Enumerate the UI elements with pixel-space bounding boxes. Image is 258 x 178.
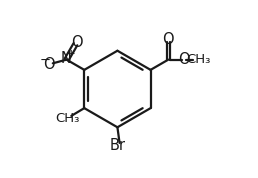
Text: −: − (40, 54, 51, 67)
Text: O: O (163, 32, 174, 47)
Text: O: O (71, 35, 82, 50)
Text: CH₃: CH₃ (55, 112, 80, 125)
Text: O: O (43, 57, 55, 72)
Text: +: + (67, 49, 76, 59)
Text: O: O (179, 52, 190, 67)
Text: N: N (60, 51, 71, 66)
Text: Br: Br (109, 138, 125, 153)
Text: CH₃: CH₃ (186, 53, 210, 66)
